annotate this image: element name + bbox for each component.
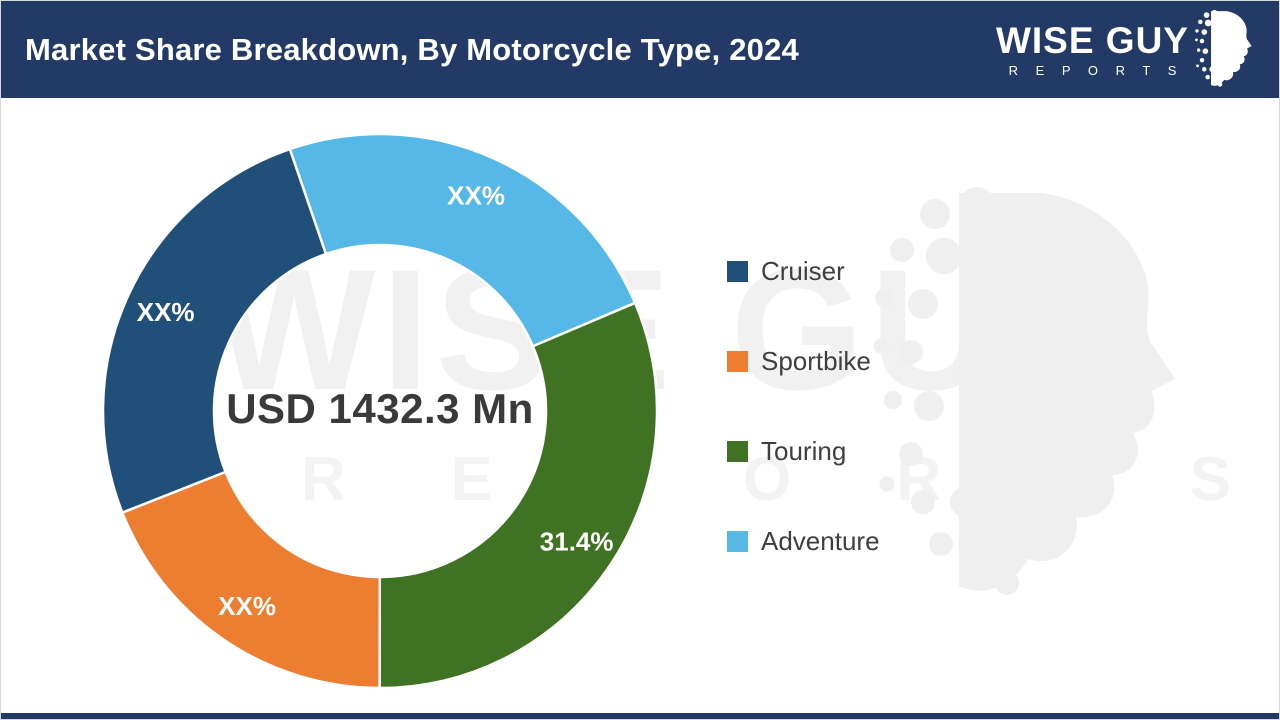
legend-item-cruiser[interactable]: Cruiser (727, 251, 880, 291)
segment-adventure[interactable] (288, 132, 637, 348)
segment-label-adventure: XX% (447, 180, 505, 210)
header: Market Share Breakdown, By Motorcycle Ty… (1, 1, 1279, 98)
segment-label-cruiser: XX% (137, 297, 195, 327)
footer-bar (1, 713, 1279, 719)
legend-swatch-sportbike (727, 350, 748, 372)
wiseguy-logo: WISE GUY R E P O R T S (996, 10, 1255, 89)
legend-label: Sportbike (761, 346, 871, 376)
legend-swatch-adventure (727, 530, 748, 552)
legend-item-touring[interactable]: Touring (727, 431, 880, 471)
legend-swatch-cruiser (727, 260, 748, 282)
logo-face-icon (1193, 10, 1255, 89)
chart-legend: Cruiser Sportbike Touring Adventure (727, 251, 880, 611)
legend-label: Touring (761, 436, 847, 466)
legend-label: Adventure (761, 526, 880, 556)
logo-text: WISE GUY R E P O R T S (996, 22, 1189, 78)
segment-sportbike[interactable] (121, 470, 382, 690)
chart-center-value: USD 1432.3 Mn (226, 385, 534, 432)
legend-item-adventure[interactable]: Adventure (727, 521, 880, 561)
segment-label-sportbike: XX% (218, 591, 276, 621)
legend-label: Cruiser (761, 256, 845, 286)
segment-cruiser[interactable] (101, 147, 328, 514)
logo-wordmark: WISE GUY (995, 19, 1189, 61)
legend-item-sportbike[interactable]: Sportbike (727, 341, 880, 381)
legend-swatch-touring (727, 440, 748, 462)
segment-label-touring: 31.4% (540, 526, 614, 556)
page-title: Market Share Breakdown, By Motorcycle Ty… (25, 31, 799, 67)
logo-subtitle: R E P O R T S (1008, 62, 1184, 78)
segment-touring[interactable] (378, 301, 659, 690)
